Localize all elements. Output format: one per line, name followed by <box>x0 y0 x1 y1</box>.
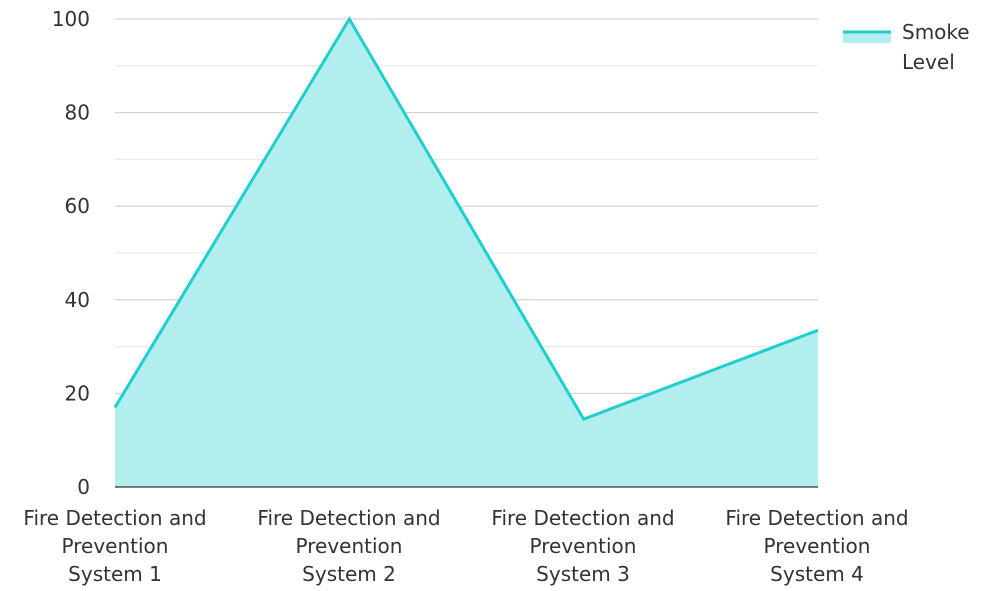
y-axis: 0 20 40 60 80 100 <box>52 7 90 499</box>
legend: Smoke Level <box>843 20 970 74</box>
series-area-smoke-level <box>115 19 818 487</box>
series-line-smoke-level <box>113 16 819 421</box>
y-tick-label: 80 <box>65 101 90 125</box>
x-tick-label: Fire Detection and Prevention System 3 <box>491 506 674 586</box>
legend-label: Smoke Level <box>902 20 970 74</box>
x-tick-label: Fire Detection and Prevention System 4 <box>725 506 908 586</box>
y-tick-label: 60 <box>65 194 90 218</box>
y-tick-label: 0 <box>77 475 90 499</box>
y-tick-label: 20 <box>65 381 90 405</box>
y-tick-label: 40 <box>65 288 90 312</box>
x-axis: Fire Detection and Prevention System 1 Fire… <box>23 486 909 586</box>
x-tick-label: Fire Detection and Prevention System 2 <box>257 506 440 586</box>
x-tick-label: Fire Detection and Prevention System 1 <box>23 506 206 586</box>
series-layer <box>113 16 819 487</box>
y-tick-label: 100 <box>52 7 90 31</box>
legend-swatch-fill <box>843 32 891 43</box>
